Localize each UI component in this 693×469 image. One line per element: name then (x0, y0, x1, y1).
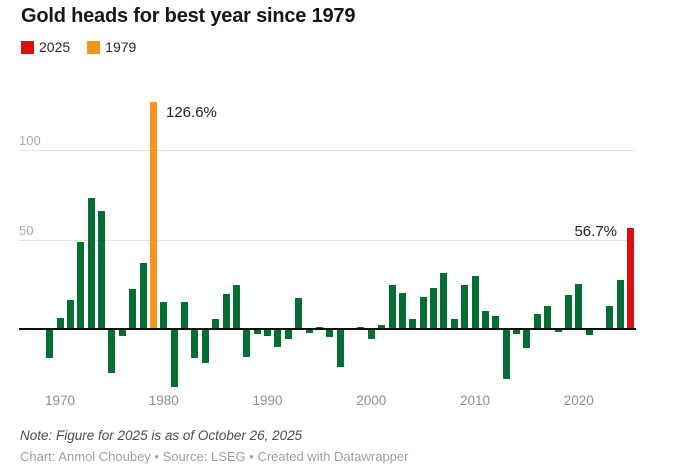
bar-2007[interactable] (440, 273, 448, 329)
bar-2011[interactable] (481, 310, 489, 329)
note-text: Note: Figure for 2025 is as of October 2… (20, 428, 303, 443)
bar-1977[interactable] (129, 288, 137, 329)
bar-1983[interactable] (191, 329, 199, 359)
legend-label-1979: 1979 (105, 39, 137, 55)
bar-1991[interactable] (274, 329, 282, 347)
bar-2005[interactable] (419, 297, 427, 329)
bar-1973[interactable] (87, 198, 95, 329)
bar-1978[interactable] (139, 262, 147, 329)
bar-1981[interactable] (170, 329, 178, 388)
bar-1982[interactable] (181, 302, 188, 329)
bar-1975[interactable] (108, 329, 116, 374)
bar-2018[interactable] (554, 329, 562, 333)
legend-item-2025: 2025 (21, 39, 70, 55)
legend-label-2025: 2025 (39, 39, 71, 55)
bar-1997[interactable] (336, 329, 344, 368)
bar-2014[interactable] (513, 329, 520, 334)
bar-2025[interactable] (627, 227, 635, 329)
x-axis-label-1970: 1970 (44, 393, 76, 408)
legend-item-1979: 1979 (87, 39, 136, 55)
annotation-2025: 56.7% (574, 223, 617, 240)
bar-2004[interactable] (409, 319, 417, 329)
bar-2010[interactable] (471, 275, 479, 329)
bar-2021[interactable] (585, 329, 593, 336)
bar-2006[interactable] (430, 287, 437, 329)
bar-2017[interactable] (544, 305, 552, 329)
bar-1989[interactable] (253, 329, 261, 334)
bar-2015[interactable] (523, 329, 531, 348)
bar-1976[interactable] (118, 329, 126, 337)
y-axis-label-100: 100 (19, 133, 41, 148)
bar-1990[interactable] (264, 329, 271, 336)
credit-text: Chart: Anmol Choubey • Source: LSEG • Cr… (20, 449, 409, 464)
bar-2003[interactable] (398, 293, 406, 329)
x-axis-label-2020: 2020 (563, 393, 594, 408)
bar-1992[interactable] (284, 329, 292, 340)
legend: 2025 1979 (21, 39, 136, 55)
bar-2002[interactable] (388, 284, 396, 329)
x-axis-label-1990: 1990 (252, 393, 283, 408)
bar-1979[interactable] (149, 102, 157, 329)
bar-2024[interactable] (616, 280, 624, 329)
bar-1987[interactable] (232, 285, 240, 329)
bar-2001[interactable] (378, 324, 386, 329)
bar-2013[interactable] (502, 329, 510, 379)
bar-2023[interactable] (606, 305, 614, 329)
bar-1970[interactable] (56, 318, 64, 329)
bar-1969[interactable] (46, 329, 54, 358)
x-axis-label-1980: 1980 (148, 393, 179, 408)
bar-2020[interactable] (575, 284, 583, 329)
bar-2009[interactable] (461, 284, 469, 329)
legend-swatch-2025-icon (21, 40, 34, 54)
y-axis-label-50: 50 (19, 222, 34, 238)
bar-1996[interactable] (326, 329, 334, 338)
bar-1985[interactable] (212, 318, 220, 329)
gridline-50 (19, 239, 636, 241)
bar-1988[interactable] (243, 329, 251, 358)
bar-2008[interactable] (450, 318, 458, 329)
x-axis-baseline (19, 328, 636, 330)
bar-2012[interactable] (492, 316, 500, 329)
legend-swatch-1979-icon (87, 40, 101, 54)
bar-1980[interactable] (160, 301, 168, 329)
bar-1993[interactable] (295, 298, 303, 329)
bar-1972[interactable] (77, 241, 85, 329)
bar-2016[interactable] (533, 313, 541, 329)
chart-title: Gold heads for best year since 1979 (21, 5, 356, 27)
bar-1986[interactable] (222, 294, 230, 329)
x-axis-label-2000: 2000 (356, 393, 387, 408)
bar-2019[interactable] (564, 295, 572, 329)
bar-2000[interactable] (367, 329, 375, 339)
bar-1971[interactable] (66, 299, 74, 329)
annotation-1979: 126.6% (166, 104, 217, 121)
bar-1994[interactable] (305, 329, 313, 333)
gridline-100 (19, 150, 636, 151)
bar-1984[interactable] (201, 329, 209, 364)
bar-1974[interactable] (98, 210, 105, 329)
x-axis-label-2010: 2010 (459, 393, 491, 408)
